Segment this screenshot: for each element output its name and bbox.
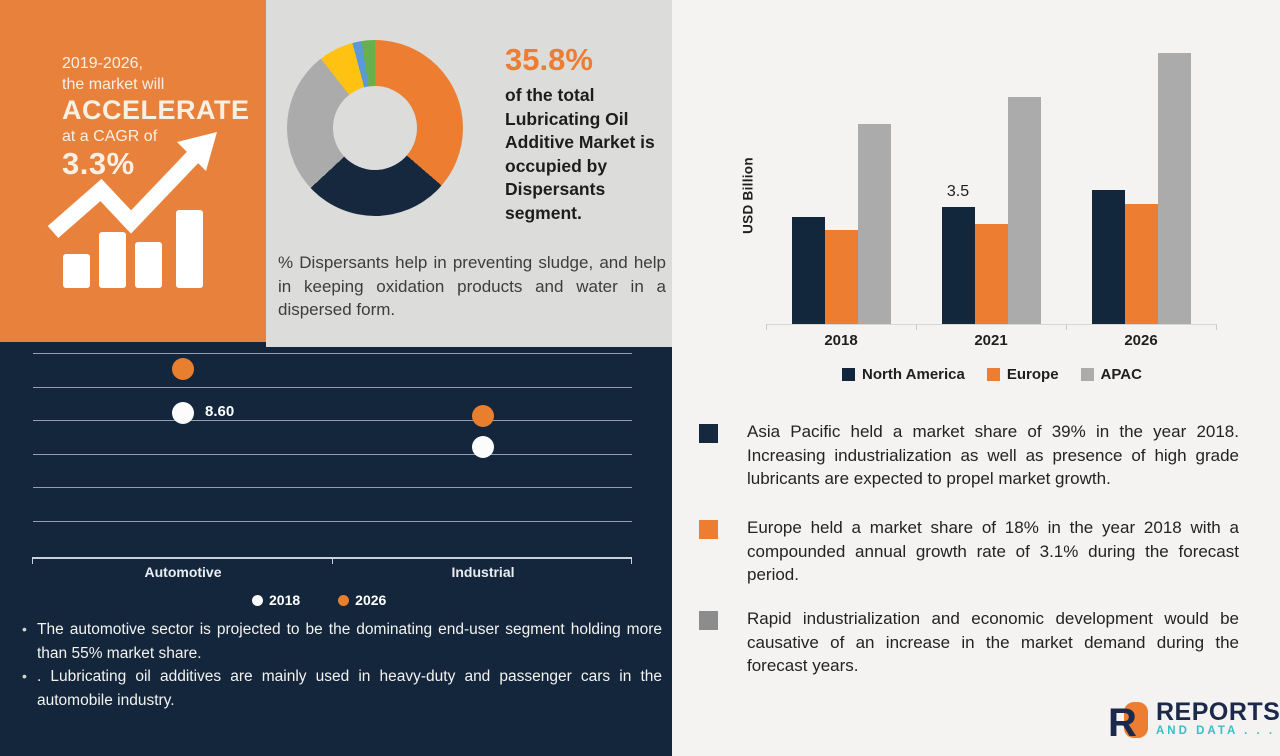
bar-apac-2018 <box>857 123 891 324</box>
dotplot-legend: 2018 2026 <box>252 592 386 608</box>
dispersants-headline: of the total Lubricating Oil Additive Ma… <box>505 85 655 223</box>
bar-apac-2021 <box>1007 96 1041 324</box>
apac-swatch-icon <box>699 424 718 443</box>
legend-dot-2026-icon <box>338 594 350 606</box>
bullet-dot-icon: • <box>22 621 27 637</box>
bar-legend-label: North America <box>862 366 965 383</box>
left-bullet-1: • The automotive sector is projected to … <box>22 618 662 665</box>
bar-legend-item-apac: APAC <box>1080 366 1142 383</box>
dotplot-point-2018 <box>172 402 194 424</box>
bar-chart-tick-2021: 2021 <box>974 332 1008 349</box>
left-bullet-1-text: The automotive sector is projected to be… <box>37 621 662 662</box>
bar-chart-axis-tick <box>1216 324 1217 330</box>
dotplot-gridline <box>33 386 632 388</box>
bar-europe-2018 <box>824 230 858 324</box>
logo-title: REPORTS <box>1156 698 1280 726</box>
legend-square-north-america-icon <box>842 368 856 381</box>
donut-chart <box>287 40 463 216</box>
growth-swatch-icon <box>699 611 718 630</box>
bar-chart-y-axis-label: USD Billion <box>740 157 756 234</box>
cagr-value-text: 3.3% <box>62 146 135 181</box>
bar-chart-tick-2018: 2018 <box>824 332 858 349</box>
dotplot-axis-tick <box>631 557 632 564</box>
accelerate-text: ACCELERATE <box>62 95 250 125</box>
bullet-dot-icon: • <box>22 668 27 684</box>
bar-north-america-2021 <box>941 207 975 324</box>
dotplot-point-label: 8.60 <box>205 403 235 420</box>
dotplot-category-automotive: Automotive <box>144 564 222 580</box>
bar-north-america-2018 <box>791 217 825 324</box>
dispersants-caption: % Dispersants help in preventing sludge,… <box>278 253 666 320</box>
dotplot-category-industrial: Industrial <box>451 564 515 580</box>
cagr-label-text: at a CAGR of <box>62 128 158 145</box>
dotplot-axis-tick <box>332 557 333 564</box>
bar-apac-2026 <box>1157 53 1191 324</box>
bar-legend-item-europe: Europe <box>986 366 1059 383</box>
bar-chart-axis-tick <box>766 324 767 330</box>
reports-and-data-logo-icon: R <box>1108 701 1148 743</box>
dotplot-legend-item-2018: 2018 <box>252 592 300 608</box>
bar-europe-2021 <box>974 223 1008 324</box>
bar-chart-tick-2026: 2026 <box>1124 332 1158 349</box>
left-bullet-2-text: . Lubricating oil additives are mainly u… <box>37 668 662 709</box>
svg-text:R: R <box>1108 701 1137 743</box>
right-bullet-apac-text: Asia Pacific held a market share of 39% … <box>747 422 1239 488</box>
bar-chart-legend: North America Europe APAC <box>767 366 1217 383</box>
dotplot-point-2026 <box>472 405 494 428</box>
bar-legend-label: APAC <box>1100 366 1142 383</box>
bar-value-label: 3.5 <box>946 183 970 201</box>
right-bullet-growth-text: Rapid industrialization and economic dev… <box>747 609 1239 675</box>
legend-square-apac-icon <box>1080 368 1094 381</box>
dispersants-share-value: 35.8% <box>505 42 593 77</box>
left-bullet-2: • . Lubricating oil additives are mainly… <box>22 665 662 712</box>
dotplot-legend-label: 2018 <box>269 592 301 608</box>
right-bullet-europe-text: Europe held a market share of 18% in the… <box>747 518 1239 584</box>
market-will-text: the market will <box>62 76 165 93</box>
bar-legend-label: Europe <box>1006 366 1059 383</box>
right-bullet-europe: Europe held a market share of 18% in the… <box>697 516 1239 587</box>
dotplot-axis-tick <box>32 557 33 564</box>
legend-square-europe-icon <box>986 368 1000 381</box>
legend-dot-2018-icon <box>252 594 263 606</box>
dotplot-gridline <box>33 453 632 455</box>
bar-chart-axis-tick <box>1066 324 1067 330</box>
growth-chart-icon <box>47 132 217 288</box>
bar-legend-item-north-america: North America <box>842 366 965 383</box>
bar-chart-baseline <box>766 324 1217 325</box>
bar-north-america-2026 <box>1091 190 1125 324</box>
reports-and-data-logo: R REPORTS AND DATA . . . <box>1108 699 1280 743</box>
dotplot-legend-item-2026: 2026 <box>338 592 386 608</box>
bar-europe-2026 <box>1124 203 1158 324</box>
logo-subtitle: AND DATA . . . <box>1156 725 1276 737</box>
dotplot-point-2026 <box>172 358 194 381</box>
cagr-panel-background <box>0 0 266 342</box>
bar-chart-axis-tick <box>916 324 917 330</box>
dotplot-gridline <box>33 353 632 354</box>
right-bullet-apac: Asia Pacific held a market share of 39% … <box>697 420 1239 491</box>
right-bullet-growth: Rapid industrialization and economic dev… <box>697 607 1239 678</box>
dotplot-gridline <box>33 521 632 522</box>
dotplot-point-2018 <box>472 435 494 458</box>
dotplot-gridline <box>33 487 632 489</box>
europe-swatch-icon <box>699 520 718 539</box>
dotplot-legend-label: 2026 <box>355 592 387 608</box>
dotplot-gridline <box>33 420 632 422</box>
period-text: 2019-2026, <box>62 55 143 72</box>
